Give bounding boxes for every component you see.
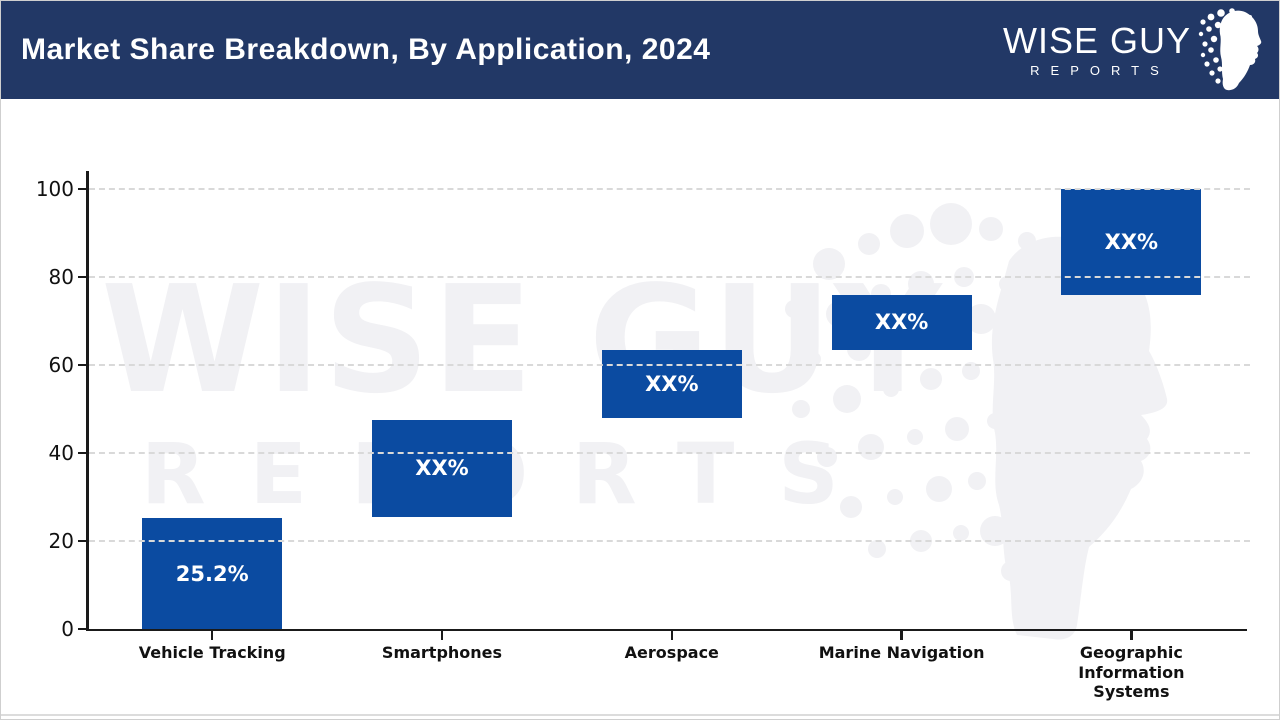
bar-value-label: XX% (1104, 229, 1159, 254)
category-label-smartphones: Smartphones (381, 643, 503, 662)
logo-wiseguy-label: WISE GUY (1002, 19, 1191, 61)
chart-title: Market Share Breakdown, By Application, … (21, 33, 711, 66)
gridline-y80 (88, 276, 1250, 278)
y-tick-label-100: 100 (35, 177, 74, 201)
bar-value-label: 25.2% (175, 561, 249, 586)
x-tick-vehicle-tracking (210, 631, 214, 640)
x-axis-spine (86, 628, 1247, 631)
logo-reports-label: REPORTS (1030, 62, 1170, 78)
wiseguy-logo: WISE GUY REPORTS (1003, 8, 1263, 92)
y-tick-60 (78, 363, 86, 367)
bar-vehicle-tracking: 25.2% (142, 518, 283, 629)
gridline-y20 (88, 540, 1250, 542)
y-tick-80 (78, 275, 86, 279)
y-axis-spine (86, 171, 89, 631)
wiseguy-logo-text: WISE GUY REPORTS (1002, 19, 1191, 78)
bar-value-label: XX% (415, 456, 469, 481)
category-label-vehicle-tracking: Vehicle Tracking (138, 643, 286, 662)
category-label-aerospace: Aerospace (624, 643, 719, 662)
gridline-y60 (88, 364, 1250, 366)
bar-geographic-information-systems: XX% (1061, 189, 1202, 295)
logo-head-profile-icon (1198, 8, 1262, 91)
bottom-divider (1, 714, 1279, 716)
y-tick-label-20: 20 (48, 529, 74, 553)
y-tick-label-40: 40 (48, 441, 74, 465)
y-tick-20 (78, 539, 86, 543)
x-tick-marine-navigation (900, 631, 903, 640)
bar-smartphones: XX% (372, 420, 512, 517)
bar-value-label: XX% (645, 371, 699, 396)
y-tick-label-60: 60 (48, 353, 74, 377)
y-tick-0 (78, 627, 86, 631)
y-tick-label-0: 0 (61, 617, 74, 641)
x-tick-aerospace (670, 631, 674, 640)
x-tick-geographic-information-systems (1130, 631, 1133, 640)
category-label-marine-navigation: Marine Navigation (818, 643, 985, 662)
header-bar: Market Share Breakdown, By Application, … (1, 1, 1279, 99)
x-tick-smartphones (440, 631, 444, 640)
gridline-y40 (88, 452, 1250, 454)
gridline-y100 (88, 188, 1250, 190)
bar-marine-navigation: XX% (831, 294, 972, 350)
bar-aerospace: XX% (601, 349, 742, 418)
bar-value-label: XX% (874, 310, 929, 335)
y-tick-100 (78, 187, 86, 191)
category-label-geographic-information-systems: Geographic Information Systems (1078, 643, 1185, 702)
y-tick-label-80: 80 (48, 265, 74, 289)
y-tick-40 (78, 451, 86, 455)
